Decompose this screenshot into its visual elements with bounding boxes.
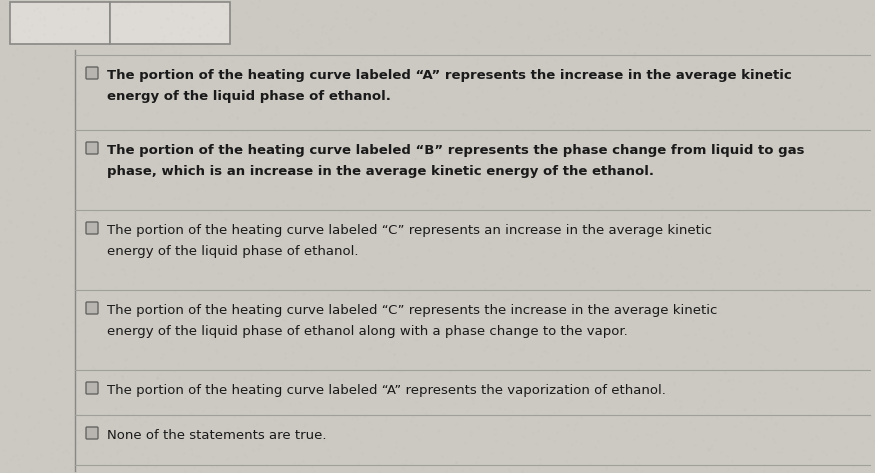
- FancyBboxPatch shape: [86, 382, 98, 394]
- FancyBboxPatch shape: [10, 2, 110, 44]
- Text: energy of the liquid phase of ethanol along with a phase change to the vapor.: energy of the liquid phase of ethanol al…: [107, 325, 627, 338]
- FancyBboxPatch shape: [86, 142, 98, 154]
- FancyBboxPatch shape: [86, 427, 98, 439]
- Text: phase, which is an increase in the average kinetic energy of the ethanol.: phase, which is an increase in the avera…: [107, 165, 654, 178]
- FancyBboxPatch shape: [86, 67, 98, 79]
- Text: The portion of the heating curve labeled “C” represents an increase in the avera: The portion of the heating curve labeled…: [107, 224, 712, 237]
- Text: The portion of the heating curve labeled “B” represents the phase change from li: The portion of the heating curve labeled…: [107, 144, 804, 157]
- FancyBboxPatch shape: [110, 2, 230, 44]
- FancyBboxPatch shape: [86, 222, 98, 234]
- Text: The portion of the heating curve labeled “A” represents the increase in the aver: The portion of the heating curve labeled…: [107, 69, 792, 82]
- Text: The portion of the heating curve labeled “C” represents the increase in the aver: The portion of the heating curve labeled…: [107, 304, 718, 317]
- Text: energy of the liquid phase of ethanol.: energy of the liquid phase of ethanol.: [107, 90, 391, 103]
- Text: None of the statements are true.: None of the statements are true.: [107, 429, 326, 442]
- Text: energy of the liquid phase of ethanol.: energy of the liquid phase of ethanol.: [107, 245, 359, 258]
- Text: The portion of the heating curve labeled “A” represents the vaporization of etha: The portion of the heating curve labeled…: [107, 384, 666, 397]
- FancyBboxPatch shape: [86, 302, 98, 314]
